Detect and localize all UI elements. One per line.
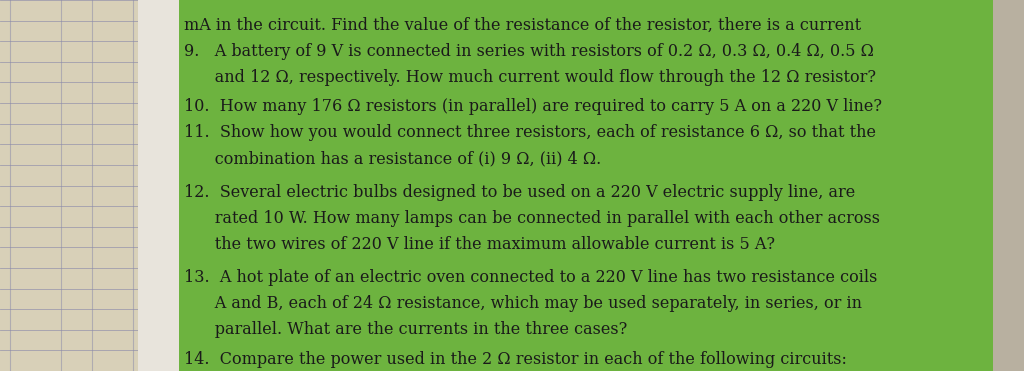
Text: A and B, each of 24 Ω resistance, which may be used separately, in series, or in: A and B, each of 24 Ω resistance, which … bbox=[184, 295, 862, 312]
Text: 14.  Compare the power used in the 2 Ω resistor in each of the following circuit: 14. Compare the power used in the 2 Ω re… bbox=[184, 351, 847, 368]
Bar bbox=[138, 0, 179, 371]
Text: and 12 Ω, respectively. How much current would flow through the 12 Ω resistor?: and 12 Ω, respectively. How much current… bbox=[184, 69, 877, 86]
Text: rated 10 W. How many lamps can be connected in parallel with each other across: rated 10 W. How many lamps can be connec… bbox=[184, 210, 881, 227]
Text: 13.  A hot plate of an electric oven connected to a 220 V line has two resistanc: 13. A hot plate of an electric oven conn… bbox=[184, 269, 878, 286]
Bar bbox=[993, 0, 1024, 371]
Text: 9.   A battery of 9 V is connected in series with resistors of 0.2 Ω, 0.3 Ω, 0.4: 9. A battery of 9 V is connected in seri… bbox=[184, 43, 874, 60]
Text: 10.  How many 176 Ω resistors (in parallel) are required to carry 5 A on a 220 V: 10. How many 176 Ω resistors (in paralle… bbox=[184, 98, 883, 115]
Text: parallel. What are the currents in the three cases?: parallel. What are the currents in the t… bbox=[184, 321, 628, 338]
Text: 12.  Several electric bulbs designed to be used on a 220 V electric supply line,: 12. Several electric bulbs designed to b… bbox=[184, 184, 856, 201]
Text: combination has a resistance of (i) 9 Ω, (ii) 4 Ω.: combination has a resistance of (i) 9 Ω,… bbox=[184, 150, 601, 167]
Text: the two wires of 220 V line if the maximum allowable current is 5 A?: the two wires of 220 V line if the maxim… bbox=[184, 236, 775, 253]
Bar bbox=[179, 0, 1024, 371]
Text: 11.  Show how you would connect three resistors, each of resistance 6 Ω, so that: 11. Show how you would connect three res… bbox=[184, 124, 877, 141]
Text: mA in the circuit. Find the value of the resistance of the resistor, there is a : mA in the circuit. Find the value of the… bbox=[184, 17, 861, 34]
Bar bbox=[0, 0, 138, 371]
